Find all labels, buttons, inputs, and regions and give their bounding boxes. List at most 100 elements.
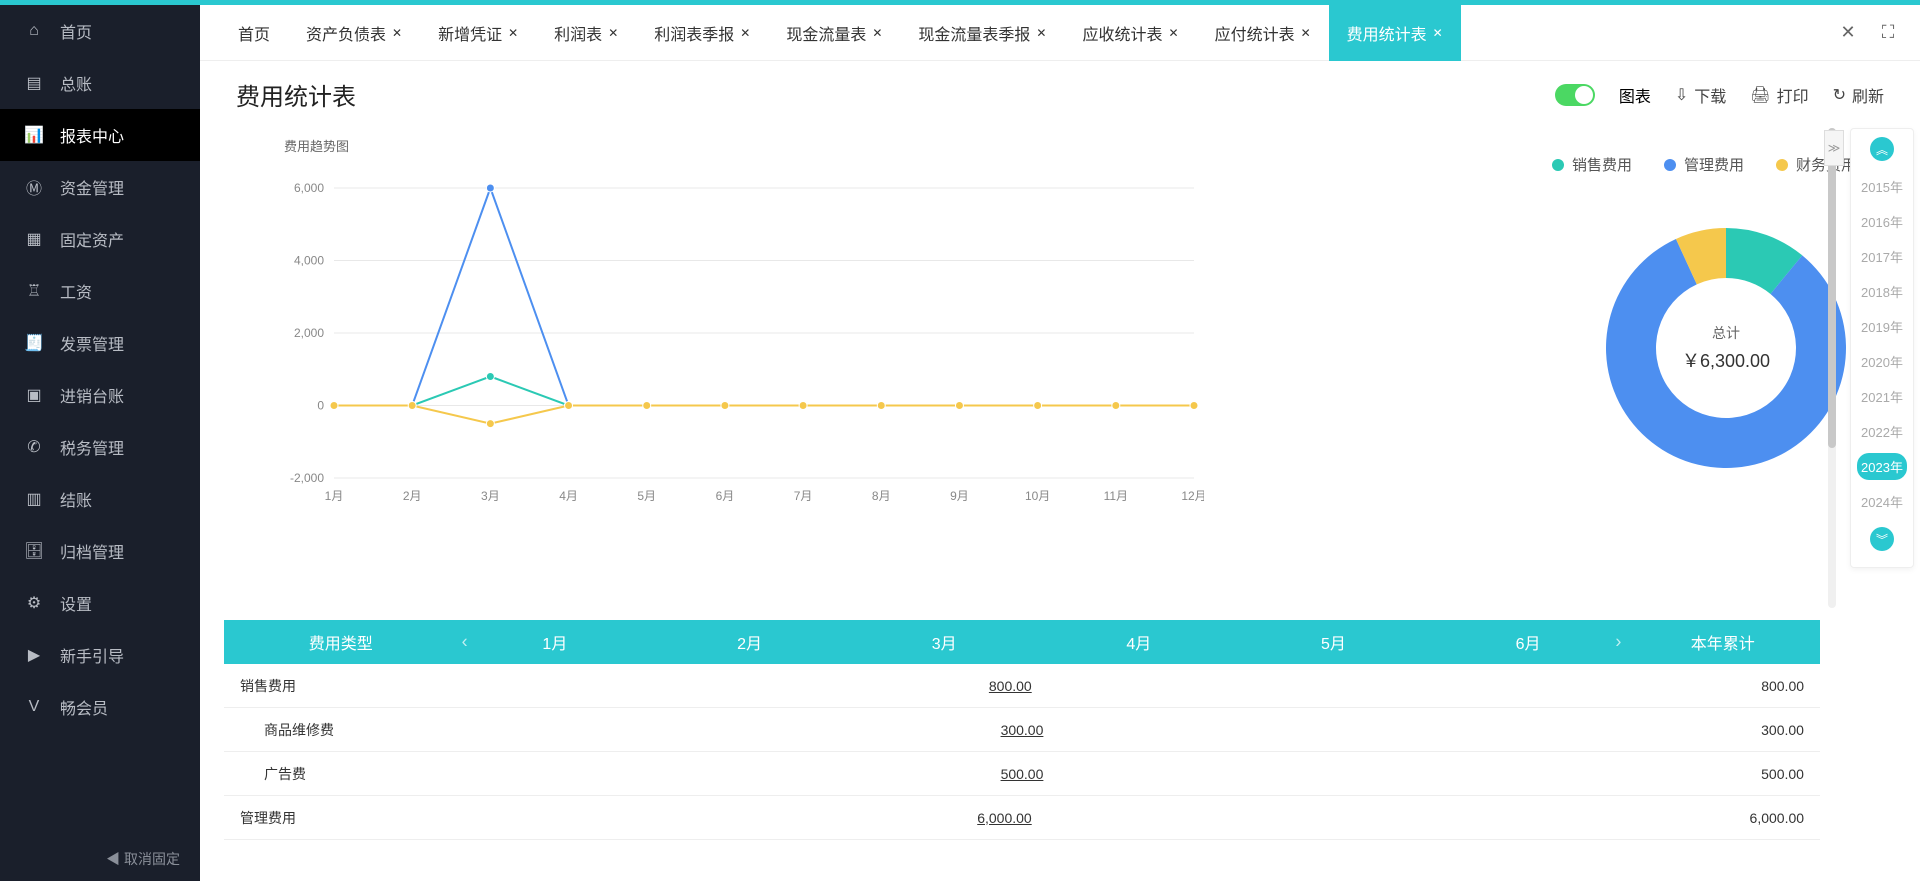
tab-close-icon[interactable]: ✕ <box>1169 26 1179 40</box>
svg-text:1月: 1月 <box>325 489 344 503</box>
svg-text:2月: 2月 <box>403 489 422 503</box>
sidebar-item-8[interactable]: ✆税务管理 <box>0 421 200 473</box>
tab-2[interactable]: 新增凭证✕ <box>420 5 536 61</box>
svg-text:8月: 8月 <box>872 489 891 503</box>
year-item[interactable]: 2015年 <box>1851 169 1913 204</box>
year-item[interactable]: 2023年 <box>1857 453 1907 480</box>
cell[interactable]: 6,000.00 <box>855 810 1048 826</box>
year-item[interactable]: 2022年 <box>1851 414 1913 449</box>
donut-chart: 总计 ￥6,300.00 <box>1596 218 1856 478</box>
tab-4[interactable]: 利润表季报✕ <box>636 5 768 61</box>
print-icon: 🖨 <box>1750 85 1770 105</box>
sidebar-item-13[interactable]: V畅会员 <box>0 681 200 733</box>
th-month: 2月 <box>652 630 847 654</box>
svg-text:3月: 3月 <box>481 489 500 503</box>
tab-9[interactable]: 费用统计表 ✕ <box>1329 5 1461 61</box>
row-total: 800.00 <box>1627 678 1820 694</box>
tab-6[interactable]: 现金流量表季报 ✕ <box>900 5 1064 61</box>
tab-label: 应收统计表 <box>1082 21 1162 45</box>
month-next-icon[interactable]: › <box>1615 632 1621 653</box>
download-button[interactable]: ⇩下载 <box>1675 83 1726 107</box>
th-month: 6月 <box>1431 630 1626 654</box>
legend-item-0[interactable]: 销售费用 <box>1552 154 1632 175</box>
svg-text:7月: 7月 <box>794 489 813 503</box>
tab-label: 利润表 <box>554 21 602 45</box>
sidebar-item-5[interactable]: ♖工资 <box>0 265 200 317</box>
refresh-button[interactable]: ↻刷新 <box>1833 83 1884 107</box>
sidebar-item-1[interactable]: ▤总账 <box>0 57 200 109</box>
cell[interactable]: 500.00 <box>869 766 1059 782</box>
sidebar-unpin[interactable]: ◀ 取消固定 <box>106 849 180 869</box>
print-button[interactable]: 🖨打印 <box>1750 83 1808 107</box>
refresh-icon: ↻ <box>1833 85 1846 105</box>
year-scroll-down-icon[interactable]: ︾ <box>1870 527 1894 551</box>
legend-label: 管理费用 <box>1684 154 1744 175</box>
vip-icon: V <box>24 697 44 717</box>
sidebar-item-6[interactable]: 🧾发票管理 <box>0 317 200 369</box>
sidebar: ⌂首页▤总账📊报表中心Ⓜ资金管理▦固定资产♖工资🧾发票管理▣进销台账✆税务管理▥… <box>0 5 200 881</box>
tab-close-icon[interactable]: ✕ <box>1433 26 1443 40</box>
tab-close-all-icon[interactable]: ✕ <box>1836 21 1860 45</box>
inventory-icon: ▣ <box>24 385 44 405</box>
year-item[interactable]: 2021年 <box>1851 379 1913 414</box>
download-icon: ⇩ <box>1675 85 1688 105</box>
row-total: 300.00 <box>1630 722 1820 738</box>
year-item[interactable]: 2017年 <box>1851 239 1913 274</box>
svg-text:4,000: 4,000 <box>294 254 324 268</box>
row-total: 6,000.00 <box>1627 810 1820 826</box>
chart-toggle[interactable] <box>1555 84 1595 106</box>
tab-8[interactable]: 应付统计表✕ <box>1197 5 1329 61</box>
cell[interactable]: 800.00 <box>855 678 1048 694</box>
tab-close-icon[interactable]: ✕ <box>740 26 750 40</box>
tab-label: 现金流量表季报 <box>918 21 1030 45</box>
tab-5[interactable]: 现金流量表✕ <box>768 5 900 61</box>
tax-icon: ✆ <box>24 437 44 457</box>
tab-close-icon[interactable]: ✕ <box>508 26 518 40</box>
close-icon: ▥ <box>24 489 44 509</box>
year-item[interactable]: 2020年 <box>1851 344 1913 379</box>
sidebar-item-9[interactable]: ▥结账 <box>0 473 200 525</box>
sidebar-item-11[interactable]: ⚙设置 <box>0 577 200 629</box>
tab-label: 资产负债表 <box>306 21 386 45</box>
sidebar-item-3[interactable]: Ⓜ资金管理 <box>0 161 200 213</box>
table-row: 管理费用 6,000.00 6,000.00 <box>224 796 1820 840</box>
row-label: 销售费用 <box>224 676 468 696</box>
line-chart: -2,00002,0004,0006,0001月2月3月4月5月6月7月8月9月… <box>284 178 1204 508</box>
tab-close-icon[interactable]: ✕ <box>1301 26 1311 40</box>
tab-close-icon[interactable]: ✕ <box>1036 26 1046 40</box>
expand-panel-icon[interactable]: ≫ <box>1824 130 1844 166</box>
legend-item-1[interactable]: 管理费用 <box>1664 154 1744 175</box>
scrollbar[interactable] <box>1828 128 1836 608</box>
sidebar-item-2[interactable]: 📊报表中心 <box>0 109 200 161</box>
tab-7[interactable]: 应收统计表 ✕ <box>1064 5 1196 61</box>
tab-3[interactable]: 利润表 ✕ <box>536 5 636 61</box>
tab-1[interactable]: 资产负债表 ✕ <box>288 5 420 61</box>
tabs: 首页资产负债表✕新增凭证✕利润表✕利润表季报✕现金流量表✕现金流量表季报✕应收统… <box>200 5 1920 61</box>
year-item[interactable]: 2018年 <box>1851 274 1913 309</box>
year-item[interactable]: 2024年 <box>1851 484 1913 519</box>
tab-label: 费用统计表 <box>1347 21 1427 45</box>
sidebar-item-label: 首页 <box>60 19 92 43</box>
tab-close-icon[interactable]: ✕ <box>608 26 618 40</box>
row-label: 广告费 <box>224 764 489 784</box>
svg-text:6月: 6月 <box>716 489 735 503</box>
sidebar-item-7[interactable]: ▣ 进销台账 <box>0 369 200 421</box>
tab-close-icon[interactable]: ✕ <box>872 26 882 40</box>
sidebar-item-label: 进销台账 <box>60 383 124 407</box>
sidebar-item-label: 报表中心 <box>60 123 124 147</box>
sidebar-item-label: 归档管理 <box>60 539 124 563</box>
year-item[interactable]: 2019年 <box>1851 309 1913 344</box>
year-item[interactable]: 2016年 <box>1851 204 1913 239</box>
tab-0[interactable]: 首页 <box>220 5 288 61</box>
sidebar-item-10[interactable]: 🗄归档管理 <box>0 525 200 577</box>
tab-close-icon[interactable]: ✕ <box>392 26 402 40</box>
row-label: 管理费用 <box>224 808 468 828</box>
cell[interactable]: 300.00 <box>869 722 1059 738</box>
sidebar-item-12[interactable]: ▶新手引导 <box>0 629 200 681</box>
svg-text:2,000: 2,000 <box>294 326 324 340</box>
year-scroll-up-icon[interactable]: ︽ <box>1870 137 1894 161</box>
sidebar-item-0[interactable]: ⌂首页 <box>0 5 200 57</box>
fullscreen-icon[interactable]: ⛶ <box>1876 21 1900 45</box>
chart-title: 费用趋势图 <box>224 128 1896 155</box>
sidebar-item-4[interactable]: ▦固定资产 <box>0 213 200 265</box>
